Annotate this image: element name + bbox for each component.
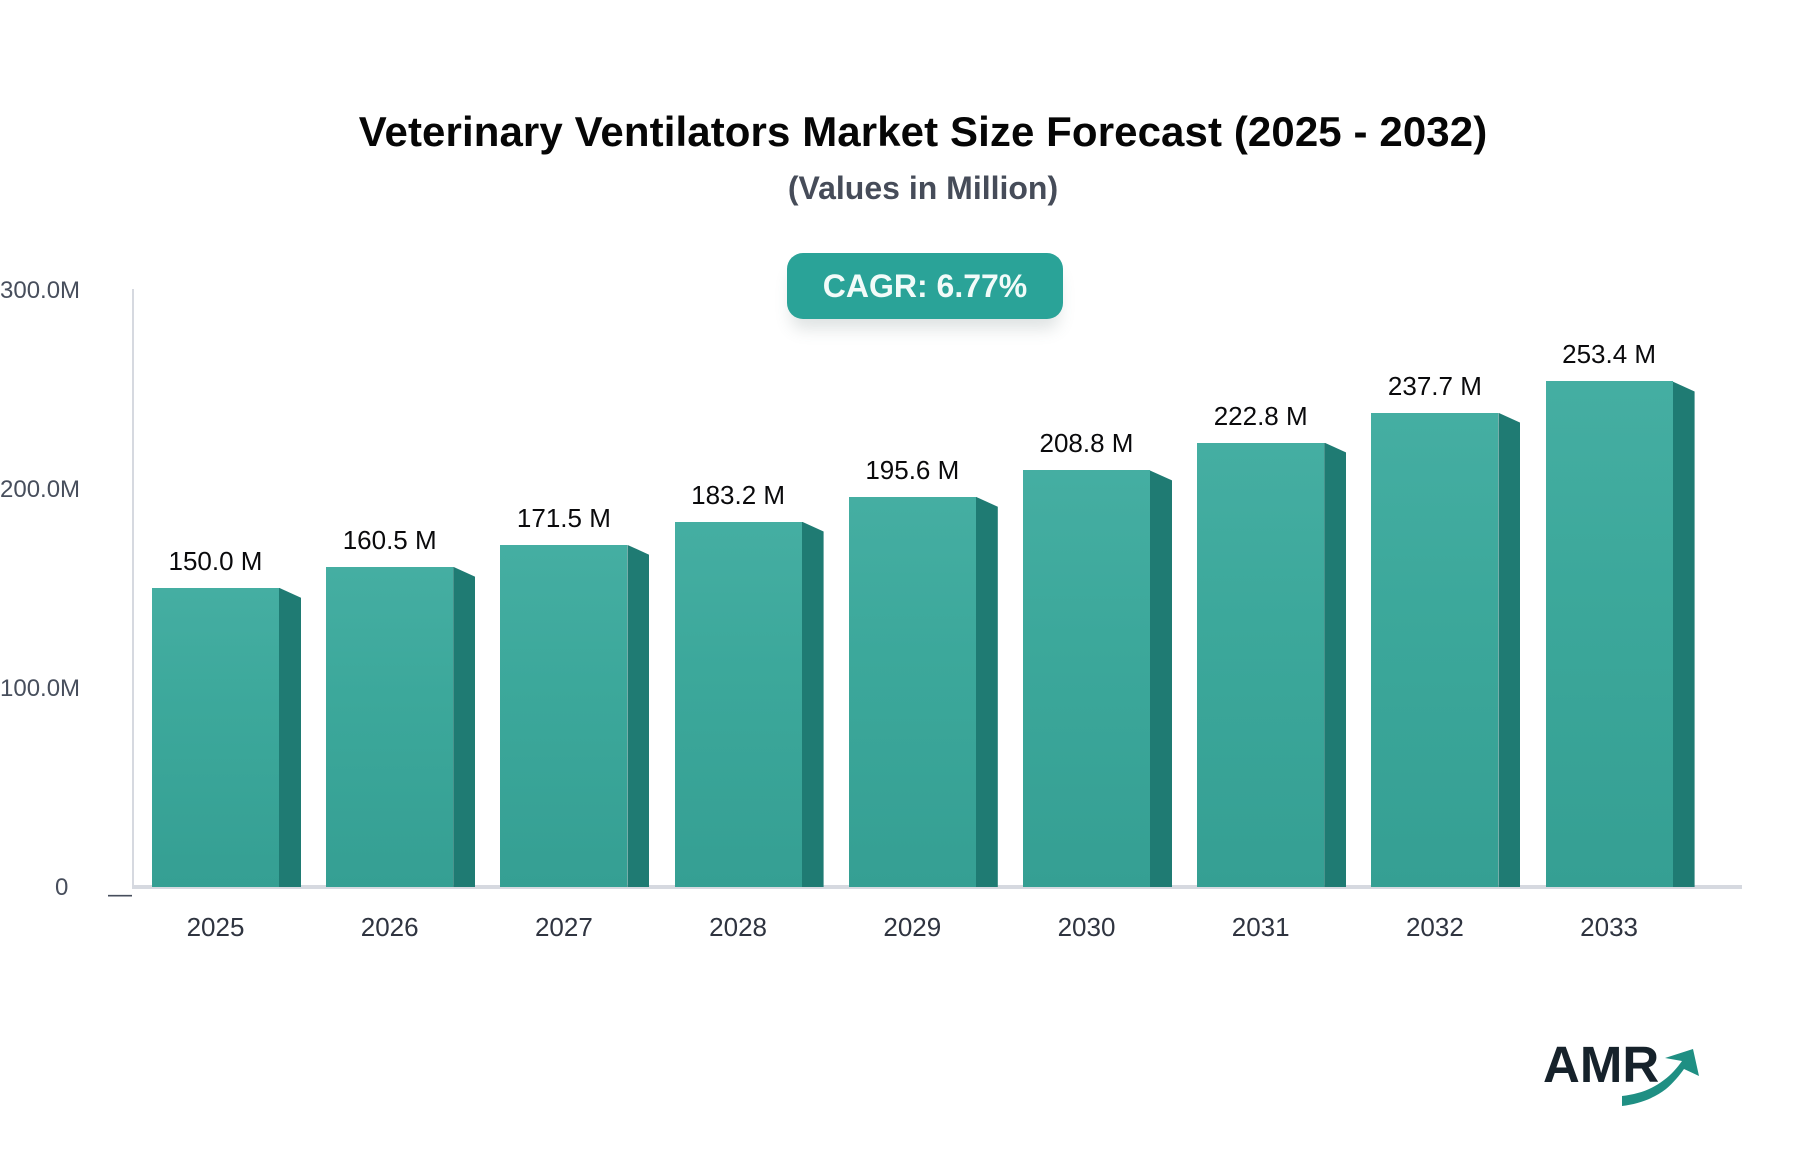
svg-text:AMR: AMR bbox=[1543, 1036, 1659, 1093]
